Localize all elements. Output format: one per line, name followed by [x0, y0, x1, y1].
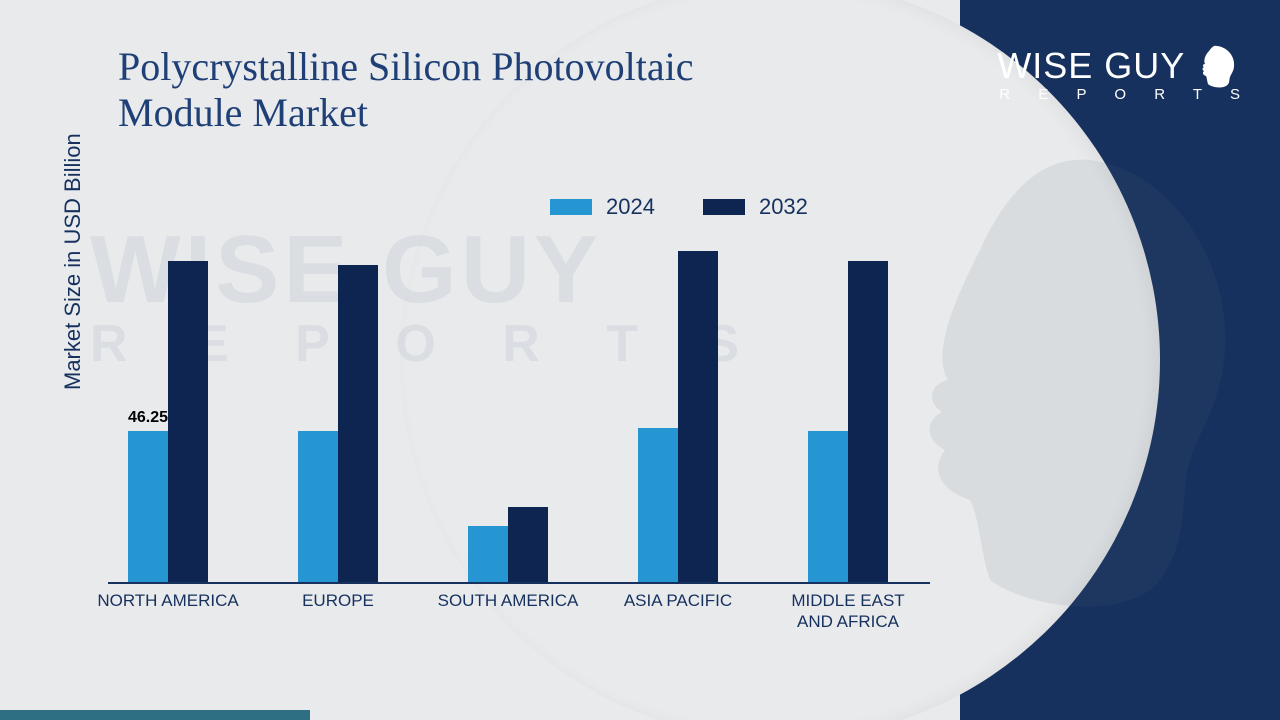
bar-value-label: 46.25: [88, 409, 208, 427]
legend-swatch-2024: [550, 199, 592, 215]
x-tick-label: NORTH AMERICA: [93, 590, 243, 611]
bar-chart: 46.25: [108, 222, 930, 582]
x-tick-label: MIDDLE EAST AND AFRICA: [773, 590, 923, 633]
legend-item-2024: 2024: [550, 194, 655, 220]
legend-label-2024: 2024: [606, 194, 655, 220]
logo-text-sub: R E P O R T S: [997, 86, 1252, 103]
x-tick-label: SOUTH AMERICA: [433, 590, 583, 611]
y-axis-label: Market Size in USD Billion: [60, 133, 86, 390]
legend-swatch-2032: [703, 199, 745, 215]
head-icon: [1191, 44, 1239, 88]
bar-2024: [128, 431, 168, 582]
bar-2024: [298, 431, 338, 582]
bar-2032: [508, 507, 548, 582]
bar-2024: [468, 526, 508, 582]
x-tick-label: EUROPE: [263, 590, 413, 611]
plot-area: 46.25: [108, 222, 930, 582]
legend: 2024 2032: [550, 194, 808, 220]
legend-label-2032: 2032: [759, 194, 808, 220]
logo-text-top: WISE GUY: [997, 45, 1185, 87]
chart-title: Polycrystalline Silicon Photovoltaic Mod…: [118, 44, 778, 136]
bar-2024: [808, 431, 848, 582]
x-axis-baseline: [108, 582, 930, 584]
bar-2024: [638, 428, 678, 582]
bar-2032: [678, 251, 718, 582]
bar-2032: [848, 261, 888, 582]
x-tick-label: ASIA PACIFIC: [603, 590, 753, 611]
brand-logo: WISE GUY R E P O R T S: [997, 44, 1252, 103]
legend-item-2032: 2032: [703, 194, 808, 220]
bottom-accent-strip: [0, 710, 310, 720]
bar-2032: [338, 265, 378, 582]
